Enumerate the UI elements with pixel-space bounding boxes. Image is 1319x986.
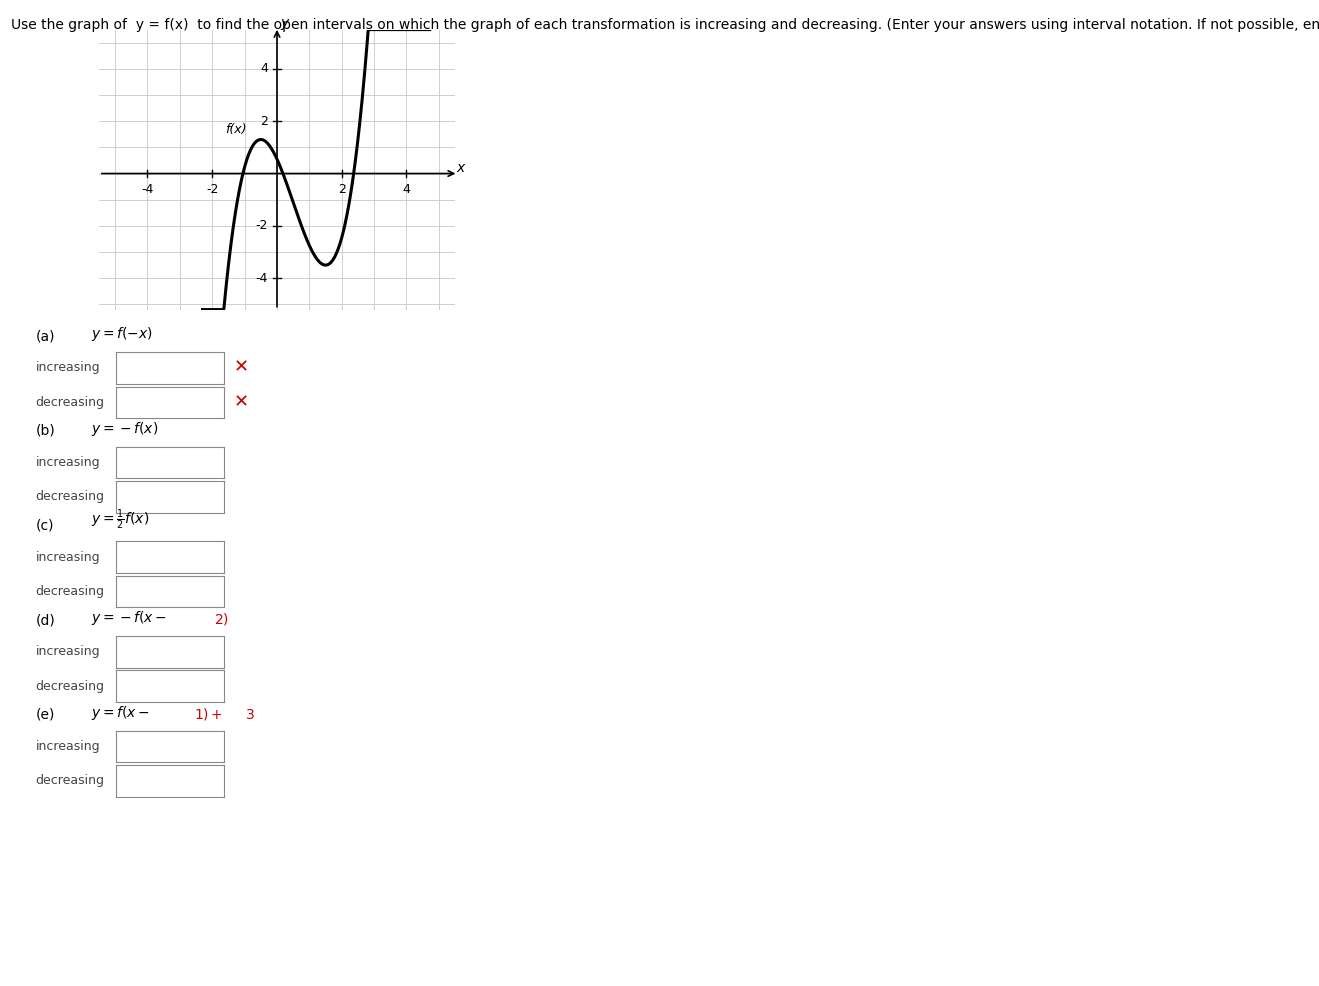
Text: increasing: increasing: [36, 361, 100, 375]
Text: ✕: ✕: [233, 359, 248, 377]
Text: increasing: increasing: [36, 740, 100, 753]
Text: $2)$: $2)$: [214, 611, 228, 627]
Text: f(x): f(x): [226, 123, 247, 136]
Text: (c): (c): [36, 519, 54, 532]
Text: y: y: [280, 16, 289, 30]
Text: -2: -2: [256, 219, 268, 233]
Text: $y = -f(x)$: $y = -f(x)$: [91, 420, 158, 438]
Text: decreasing: decreasing: [36, 774, 104, 788]
Text: increasing: increasing: [36, 456, 100, 469]
Text: $3$: $3$: [245, 708, 255, 722]
Text: ✕: ✕: [233, 393, 248, 411]
Text: 2: 2: [260, 114, 268, 127]
Text: -2: -2: [206, 183, 219, 196]
Text: $y = f(-x)$: $y = f(-x)$: [91, 325, 153, 343]
Text: $y = \frac{1}{2}f(x)$: $y = \frac{1}{2}f(x)$: [91, 508, 149, 532]
Text: $1) + $: $1) + $: [194, 706, 223, 722]
Text: (a): (a): [36, 329, 55, 343]
Text: (b): (b): [36, 424, 55, 438]
Text: 4: 4: [260, 62, 268, 75]
Text: $y = -f(x - $: $y = -f(x - $: [91, 609, 168, 627]
Text: 2: 2: [338, 183, 346, 196]
Text: -4: -4: [256, 272, 268, 285]
Text: x: x: [456, 161, 464, 175]
Text: Use the graph of  y = f(x)  to find the open intervals on which the graph of eac: Use the graph of y = f(x) to find the op…: [11, 18, 1319, 32]
Text: decreasing: decreasing: [36, 395, 104, 409]
Text: decreasing: decreasing: [36, 585, 104, 599]
Text: -4: -4: [141, 183, 154, 196]
Text: increasing: increasing: [36, 550, 100, 564]
Text: decreasing: decreasing: [36, 679, 104, 693]
Text: (e): (e): [36, 708, 55, 722]
Text: (d): (d): [36, 613, 55, 627]
Text: increasing: increasing: [36, 645, 100, 659]
Text: decreasing: decreasing: [36, 490, 104, 504]
Text: 4: 4: [402, 183, 410, 196]
Text: $y = f(x - $: $y = f(x - $: [91, 704, 150, 722]
